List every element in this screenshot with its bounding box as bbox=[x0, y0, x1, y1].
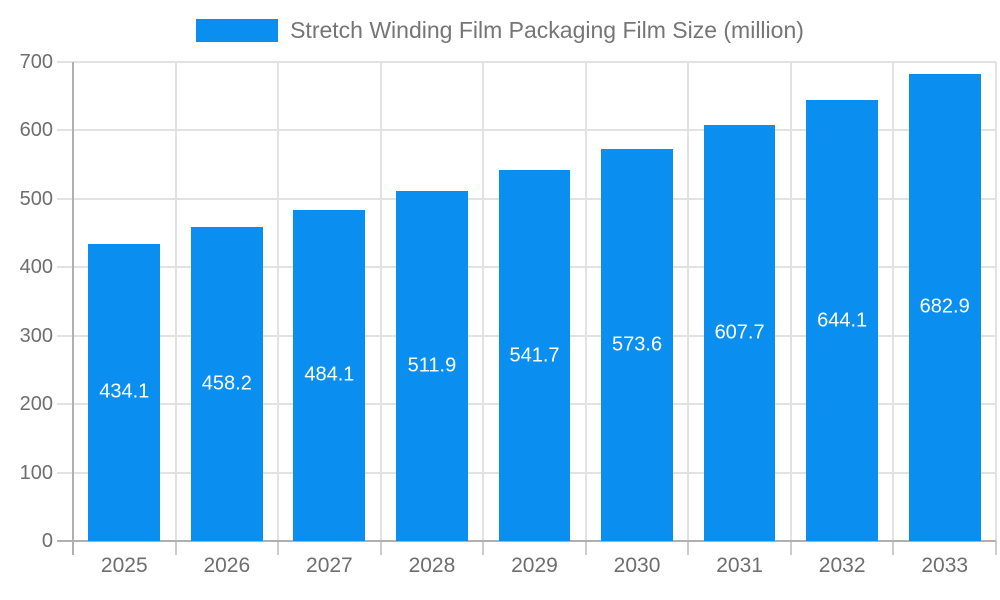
y-axis-line bbox=[72, 62, 74, 555]
y-tick-label: 0 bbox=[41, 530, 53, 552]
gridline-x bbox=[995, 62, 997, 541]
y-tick-label: 700 bbox=[19, 51, 53, 73]
x-axis-tick bbox=[584, 541, 587, 555]
x-axis-line bbox=[57, 540, 996, 542]
gridline-x bbox=[482, 62, 485, 541]
bar-2029[interactable]: 541.7 bbox=[498, 170, 571, 541]
x-axis-tick bbox=[789, 541, 792, 555]
bar-value-label: 511.9 bbox=[407, 354, 457, 377]
bar-2025[interactable]: 434.1 bbox=[88, 243, 161, 541]
x-tick-label: 2029 bbox=[511, 554, 558, 577]
bar-value-label: 541.7 bbox=[509, 344, 560, 367]
legend-swatch-icon bbox=[196, 19, 279, 42]
x-tick-label: 2027 bbox=[306, 554, 353, 577]
gridline-x bbox=[892, 62, 895, 541]
x-tick-label: 2033 bbox=[921, 554, 969, 577]
bar-value-label: 644.1 bbox=[817, 309, 868, 332]
x-tick-label: 2026 bbox=[203, 554, 251, 577]
gridline-x bbox=[174, 62, 177, 541]
gridline-y bbox=[57, 129, 996, 132]
legend-item[interactable]: Stretch Winding Film Packaging Film Size… bbox=[0, 17, 1000, 44]
bar-2030[interactable]: 573.6 bbox=[601, 148, 673, 541]
y-tick-label: 200 bbox=[19, 393, 53, 416]
x-tick-label: 2032 bbox=[818, 554, 866, 577]
y-tick-label: 300 bbox=[19, 324, 53, 347]
gridline-x bbox=[687, 62, 690, 541]
bar-2026[interactable]: 458.2 bbox=[190, 227, 263, 541]
bar-value-label: 484.1 bbox=[304, 363, 355, 386]
y-tick-label: 100 bbox=[19, 461, 53, 484]
x-axis-tick bbox=[995, 541, 997, 555]
x-tick-label: 2025 bbox=[100, 554, 148, 577]
x-tick-label: 2030 bbox=[613, 554, 661, 577]
gridline-x bbox=[379, 62, 382, 541]
gridline-y bbox=[57, 61, 996, 63]
legend-label: Stretch Winding Film Packaging Film Size… bbox=[290, 17, 804, 43]
y-tick-label: 600 bbox=[19, 119, 53, 142]
x-axis-tick bbox=[174, 541, 177, 555]
y-tick-label: 500 bbox=[19, 187, 53, 210]
plot-area: 0 100 200 300 400 500 600 700 434.1 2025 458.2 2026… bbox=[20, 52, 997, 577]
y-tick-label: 400 bbox=[19, 256, 53, 279]
x-tick-label: 2031 bbox=[716, 554, 763, 577]
bar-value-label: 434.1 bbox=[99, 380, 150, 403]
bar-value-label: 682.9 bbox=[919, 295, 970, 318]
gridline-x bbox=[584, 62, 587, 541]
bar-value-label: 458.2 bbox=[201, 372, 252, 395]
x-axis-tick bbox=[892, 541, 895, 555]
x-axis-tick bbox=[379, 541, 382, 555]
bar-2028[interactable]: 511.9 bbox=[396, 190, 468, 541]
bar-value-label: 607.7 bbox=[714, 321, 765, 344]
bar-2033[interactable]: 682.9 bbox=[908, 73, 981, 541]
x-axis-tick bbox=[687, 541, 690, 555]
bar-2032[interactable]: 644.1 bbox=[806, 100, 879, 541]
x-tick-label: 2028 bbox=[408, 554, 456, 577]
x-axis-tick bbox=[277, 541, 280, 555]
x-axis-tick bbox=[482, 541, 485, 555]
bar-2027[interactable]: 484.1 bbox=[293, 209, 366, 541]
bar-value-label: 573.6 bbox=[612, 333, 663, 356]
gridline-x bbox=[789, 62, 792, 541]
bar-2031[interactable]: 607.7 bbox=[703, 125, 776, 541]
gridline-x bbox=[277, 62, 280, 541]
